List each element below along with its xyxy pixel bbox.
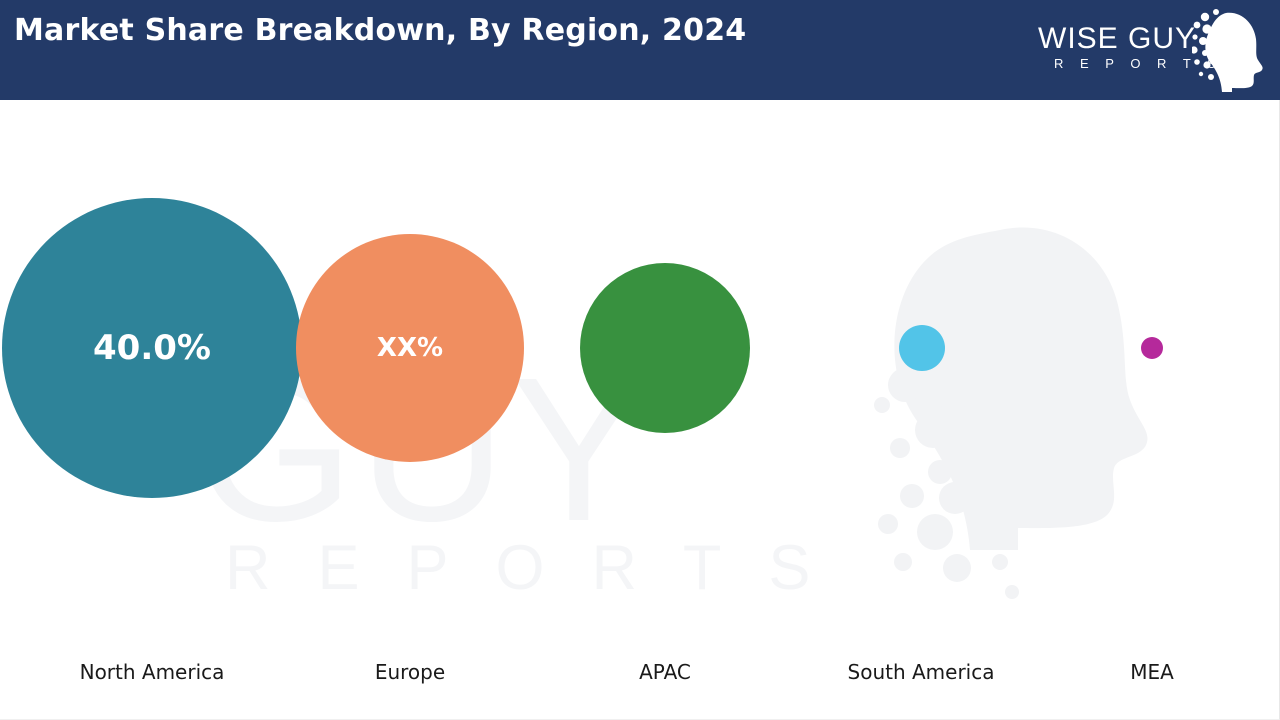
bubble-europe[interactable]: XX% xyxy=(296,234,524,462)
bubble-value-label-north-america: 40.0% xyxy=(93,328,211,368)
axis-label-mea: MEA xyxy=(1130,660,1174,684)
dotted-head-profile-icon xyxy=(1192,9,1263,92)
axis-label-north-america: North America xyxy=(79,660,225,684)
category-axis-labels: North America Europe APAC South America … xyxy=(0,660,1279,719)
axis-label-apac: APAC xyxy=(639,660,691,684)
logo-subtitle: R E P O R T S xyxy=(1054,56,1223,71)
brand-logo: WISE GUY R E P O R T S xyxy=(1024,6,1274,94)
logo-wordmark: WISE GUY xyxy=(1038,22,1197,55)
bubble-north-america[interactable]: 40.0% xyxy=(2,198,302,498)
plot-area: GUY REPORTS 40.0% XX% North America Euro… xyxy=(0,100,1280,720)
bubble-south-america[interactable] xyxy=(899,325,945,371)
page-title: Market Share Breakdown, By Region, 2024 xyxy=(14,13,747,48)
bubble-apac[interactable] xyxy=(580,263,750,433)
axis-label-europe: Europe xyxy=(374,660,446,684)
chart-header-bar: Market Share Breakdown, By Region, 2024 … xyxy=(0,0,1280,100)
watermark-sub-text: REPORTS xyxy=(225,533,858,603)
axis-label-south-america: South America xyxy=(847,660,995,684)
bubble-value-label-europe: XX% xyxy=(376,333,444,363)
bubble-mea[interactable] xyxy=(1141,337,1163,359)
